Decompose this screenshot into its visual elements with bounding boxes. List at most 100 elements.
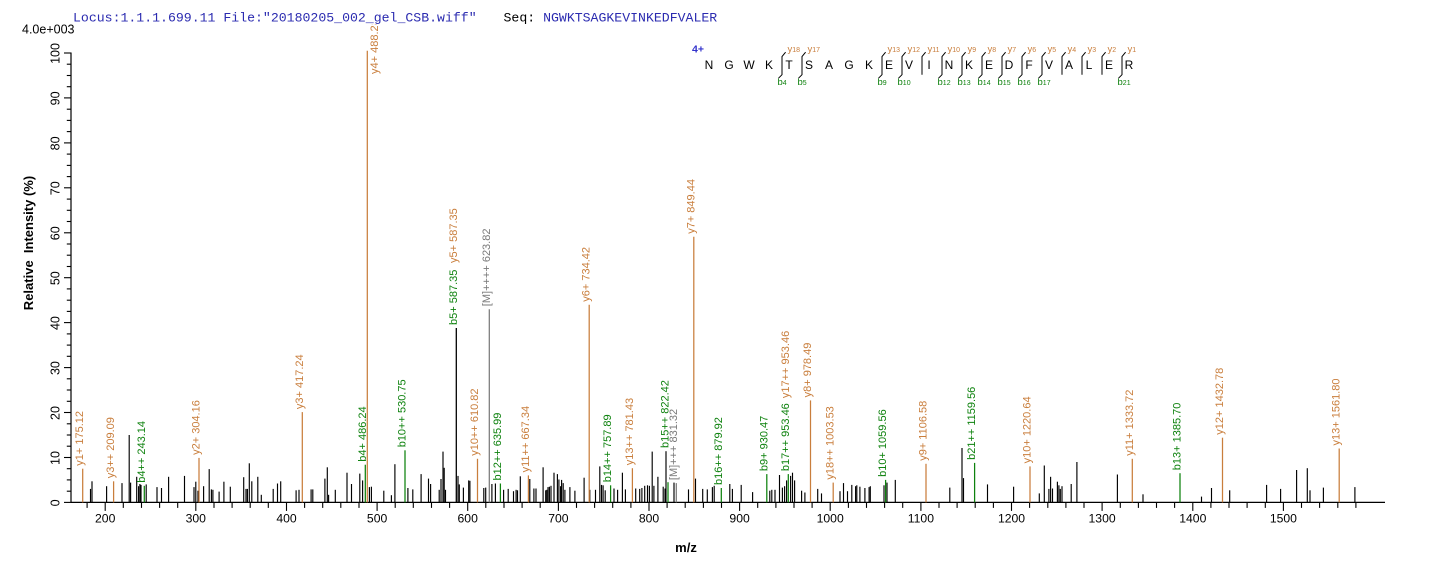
svg-text:500: 500 [367,512,388,526]
svg-text:y11++ 667.34: y11++ 667.34 [520,406,532,472]
svg-text:b14++ 757.89: b14++ 757.89 [602,414,614,482]
svg-text:1500: 1500 [1270,512,1297,526]
svg-text:K: K [865,58,873,72]
svg-text:y3+ 417.24: y3+ 417.24 [294,354,306,409]
svg-text:m/z: m/z [675,540,697,555]
svg-text:b12: b12 [938,77,951,88]
svg-text:50: 50 [49,271,63,285]
svg-text:y2+ 304.16: y2+ 304.16 [191,400,203,455]
svg-text:y11: y11 [928,44,940,55]
svg-text:40: 40 [49,316,63,330]
svg-text:W: W [743,58,755,72]
svg-text:y12: y12 [908,44,921,55]
svg-text:V: V [905,58,913,72]
svg-text:1100: 1100 [908,512,934,526]
svg-text:y1+ 175.12: y1+ 175.12 [74,411,86,466]
svg-text:800: 800 [639,512,660,526]
svg-text:b5+ 587.35: b5+ 587.35 [448,270,460,325]
svg-text:E: E [1105,58,1113,72]
svg-text:F: F [1025,58,1032,72]
svg-text:y7: y7 [1008,44,1017,55]
svg-text:100: 100 [49,43,63,64]
svg-text:b9: b9 [878,77,887,88]
svg-text:y17++ 953.46: y17++ 953.46 [780,331,792,398]
svg-text:90: 90 [49,91,63,105]
svg-text:b17++ 953.46: b17++ 953.46 [780,403,792,471]
svg-text:D: D [1005,58,1014,72]
svg-text:b16++ 879.92: b16++ 879.92 [713,417,725,485]
svg-text:G: G [724,58,733,72]
svg-text:[M]+++ 831.32: [M]+++ 831.32 [668,409,680,480]
svg-text:Seq: NGWKTSAGKEVINKEDFVALER: Seq: NGWKTSAGKEVINKEDFVALER [504,11,718,26]
svg-text:1300: 1300 [1089,512,1116,526]
svg-text:b21: b21 [1118,77,1131,88]
svg-text:y13+ 1561.80: y13+ 1561.80 [1331,379,1343,446]
svg-text:b9+ 930.47: b9+ 930.47 [758,416,770,471]
svg-text:R: R [1125,58,1134,72]
svg-text:b4: b4 [778,77,787,88]
svg-text:N: N [705,58,714,72]
svg-text:y13++ 781.43: y13++ 781.43 [624,398,636,465]
svg-text:y10+ 1220.64: y10+ 1220.64 [1022,396,1034,463]
svg-text:y13: y13 [888,44,901,55]
svg-text:1000: 1000 [817,512,844,526]
svg-text:900: 900 [729,512,750,526]
svg-text:S: S [805,58,813,72]
svg-text:b4++ 243.14: b4++ 243.14 [136,421,148,483]
svg-text:30: 30 [49,361,63,375]
svg-text:300: 300 [186,512,207,526]
svg-text:b13: b13 [958,77,971,88]
svg-text:y4+ 488.28: y4+ 488.28 [369,19,381,74]
svg-text:10: 10 [49,451,63,465]
svg-text:4.0e+003: 4.0e+003 [22,23,75,37]
svg-text:400: 400 [276,512,297,526]
svg-text:[M]++++ 623.82: [M]++++ 623.82 [481,229,493,307]
svg-text:y8: y8 [988,44,997,55]
svg-text:4+: 4+ [692,44,704,56]
svg-text:y5+ 587.35: y5+ 587.35 [448,208,460,263]
svg-text:60: 60 [49,226,63,240]
svg-text:I: I [927,58,930,72]
svg-text:b15: b15 [998,77,1011,88]
svg-text:y3++ 209.09: y3++ 209.09 [105,417,117,478]
svg-text:b14: b14 [978,77,991,88]
svg-text:A: A [825,58,833,72]
svg-text:L: L [1086,58,1093,72]
svg-text:20: 20 [49,406,63,420]
svg-text:b21++ 1159.56: b21++ 1159.56 [966,387,978,460]
svg-text:E: E [985,58,993,72]
svg-text:y8+ 978.49: y8+ 978.49 [802,343,814,398]
svg-text:70: 70 [49,181,63,195]
svg-text:b16: b16 [1018,77,1031,88]
svg-text:200: 200 [95,512,116,526]
svg-text:y7+ 849.44: y7+ 849.44 [685,179,697,234]
svg-text:y9+ 1106.58: y9+ 1106.58 [918,401,930,461]
svg-text:N: N [945,58,954,72]
svg-text:b17: b17 [1038,77,1051,88]
svg-text:b15++ 822.42: b15++ 822.42 [660,380,672,448]
svg-text:K: K [765,58,773,72]
svg-text:y9: y9 [968,44,977,55]
svg-text:y10++ 610.82: y10++ 610.82 [469,389,481,456]
svg-text:b10: b10 [898,77,911,88]
svg-text:b10++ 530.75: b10++ 530.75 [397,379,409,447]
svg-text:1200: 1200 [998,512,1025,526]
svg-text:y11+ 1333.72: y11+ 1333.72 [1124,390,1136,456]
svg-text:Locus:1.1.1.699.11 File:"20180: Locus:1.1.1.699.11 File:"20180205_002_ge… [73,11,477,26]
svg-text:b12++ 635.99: b12++ 635.99 [492,413,504,481]
svg-text:y18: y18 [788,44,801,55]
svg-text:y17: y17 [808,44,821,55]
svg-text:b13+ 1385.70: b13+ 1385.70 [1172,403,1184,471]
svg-text:T: T [785,58,793,72]
svg-text:y12+ 1432.78: y12+ 1432.78 [1214,368,1226,435]
svg-text:V: V [1045,58,1053,72]
svg-text:A: A [1065,58,1073,72]
svg-text:y1: y1 [1128,44,1137,55]
svg-text:y2: y2 [1108,44,1117,55]
svg-text:700: 700 [548,512,569,526]
svg-text:0: 0 [49,499,63,506]
svg-text:1400: 1400 [1179,512,1206,526]
svg-text:80: 80 [49,136,63,150]
svg-text:y18++ 1003.53: y18++ 1003.53 [825,406,837,479]
svg-text:Relative Intensity (%): Relative Intensity (%) [21,176,36,310]
